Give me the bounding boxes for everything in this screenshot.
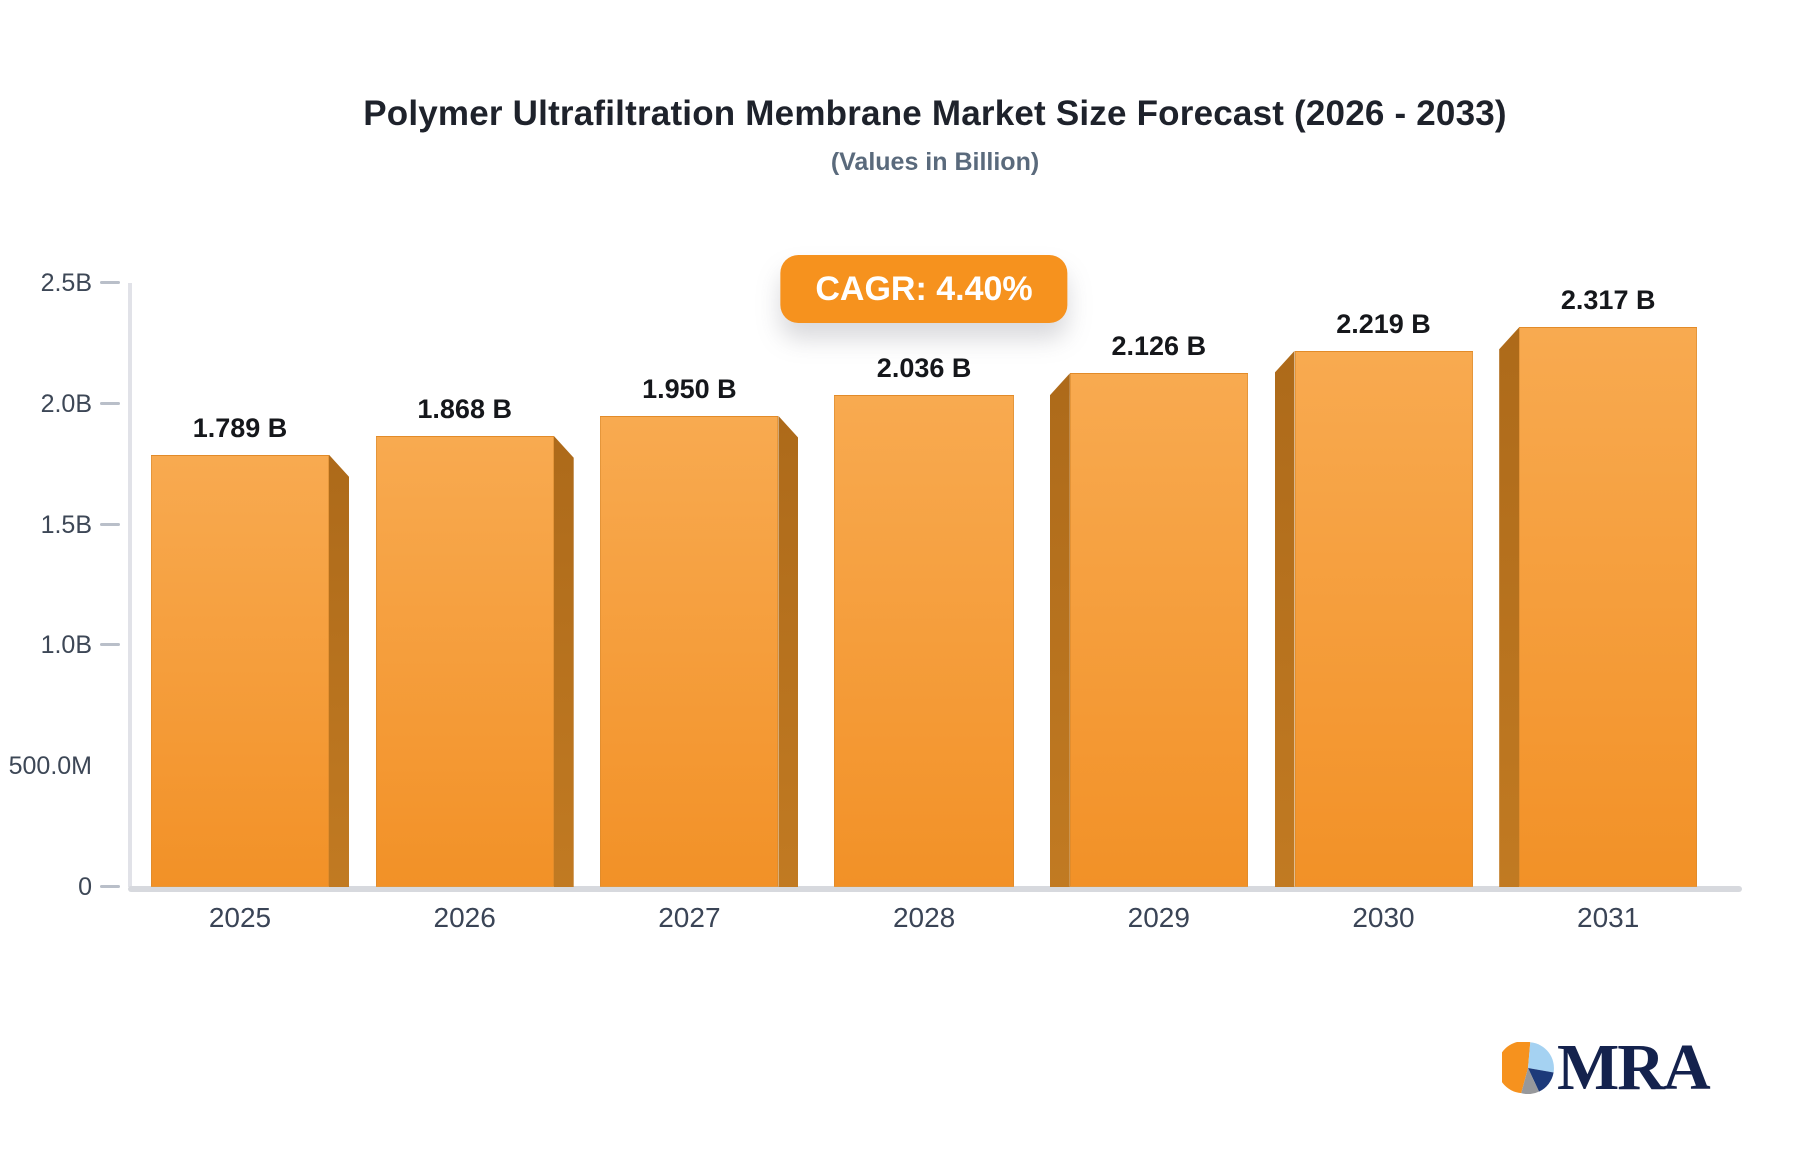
bar-2026 bbox=[375, 435, 554, 887]
y-axis-label: 2.5B bbox=[40, 269, 92, 297]
bar-2030 bbox=[1294, 350, 1473, 887]
bar-value-label: 1.950 B bbox=[642, 373, 737, 404]
y-axis-label: 1.5B bbox=[40, 510, 92, 539]
bar-value-label: 2.036 B bbox=[876, 353, 972, 384]
y-axis-label: 0 bbox=[78, 873, 92, 901]
y-axis-tick bbox=[100, 643, 120, 647]
mra-logo-text: MRA bbox=[1557, 1031, 1711, 1104]
bar-value-label: 2.317 B bbox=[1560, 285, 1656, 316]
bar-value-label: 2.126 B bbox=[1111, 331, 1207, 362]
bar-2029 bbox=[1069, 373, 1248, 887]
cagr-badge: CAGR: 4.40% bbox=[780, 255, 1068, 323]
bar-value-label: 1.868 B bbox=[417, 393, 512, 424]
x-axis-label-2028: 2028 bbox=[892, 902, 956, 933]
y-axis-label: 2.0B bbox=[40, 389, 92, 418]
chart-title: Polymer Ultrafiltration Membrane Market … bbox=[363, 94, 1507, 133]
y-axis-tick bbox=[100, 885, 120, 888]
x-axis-label-2027: 2027 bbox=[658, 902, 721, 933]
bar-value-label: 1.789 B bbox=[192, 412, 288, 443]
bar-3d-side bbox=[778, 415, 799, 887]
x-axis-label-2031: 2031 bbox=[1577, 902, 1640, 933]
x-axis-label-2026: 2026 bbox=[433, 902, 496, 933]
bar-3d-side bbox=[553, 435, 574, 887]
mra-logo: MRA bbox=[1502, 1031, 1711, 1104]
bar-3d-side bbox=[329, 454, 349, 887]
bar-2028 bbox=[834, 395, 1015, 887]
bar-2027 bbox=[600, 415, 779, 887]
x-axis-label-2025: 2025 bbox=[208, 902, 272, 933]
mra-pie-logo-icon bbox=[1502, 1042, 1554, 1094]
y-axis-tick bbox=[100, 401, 120, 405]
y-axis-label: 500.0M bbox=[8, 752, 92, 781]
bar-3d-side bbox=[1049, 373, 1070, 887]
bar-3d-side bbox=[1274, 350, 1295, 887]
chart-subtitle: (Values in Billion) bbox=[830, 148, 1040, 176]
x-axis-baseline bbox=[128, 886, 1742, 892]
bar-value-label: 2.219 B bbox=[1336, 308, 1431, 339]
y-axis-tick bbox=[100, 281, 120, 284]
x-axis-label-2029: 2029 bbox=[1127, 902, 1190, 933]
bar-2031 bbox=[1519, 327, 1698, 887]
y-axis-tick bbox=[100, 522, 120, 526]
y-axis-label: 1.0B bbox=[40, 631, 92, 660]
y-axis-line bbox=[128, 283, 132, 887]
bar-3d-side bbox=[1499, 327, 1520, 887]
bar-2025 bbox=[151, 454, 329, 887]
x-axis-label-2030: 2030 bbox=[1352, 902, 1415, 933]
